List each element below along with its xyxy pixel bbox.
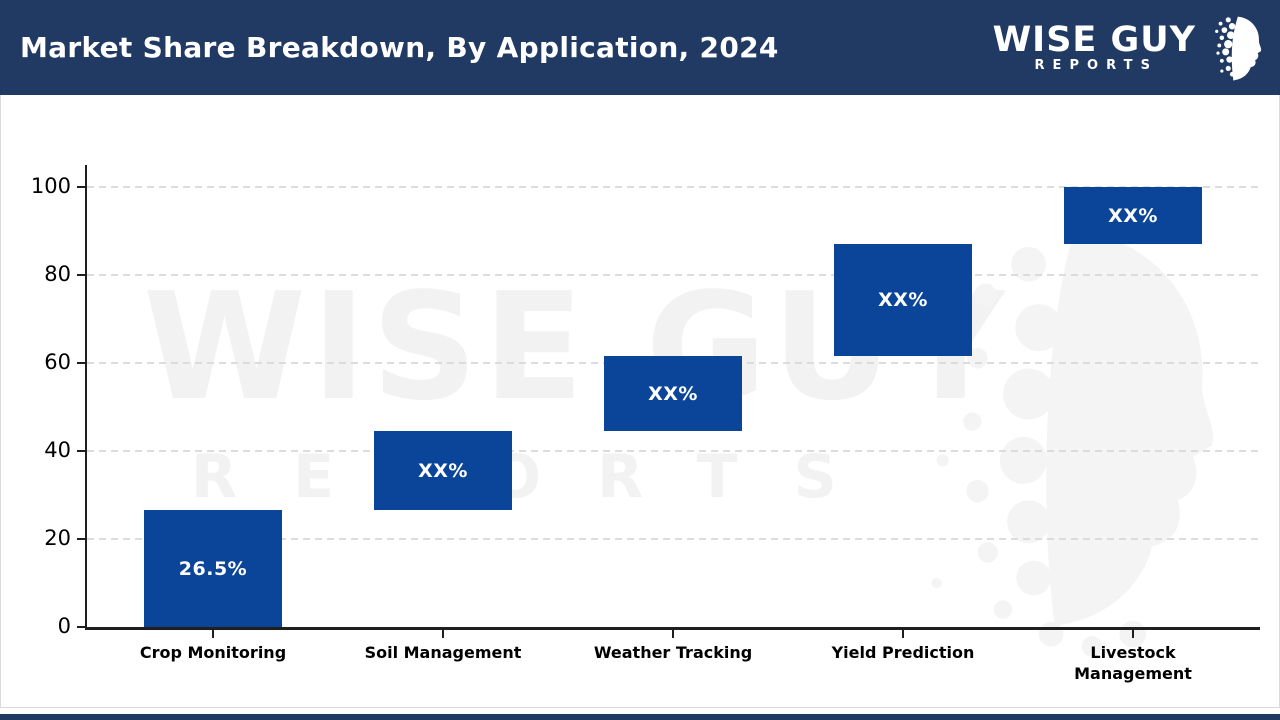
- bar-value-label: XX%: [648, 382, 698, 405]
- x-category-label: Soil Management: [364, 643, 522, 662]
- logo-text: WISE GUY REPORTS: [992, 19, 1196, 74]
- bar-weather-tracking: XX%: [604, 356, 742, 432]
- gridline: [87, 450, 1260, 452]
- x-tick-mark: [902, 630, 904, 638]
- y-tick-mark: [77, 626, 85, 628]
- bar-value-label: XX%: [1108, 204, 1158, 227]
- gridline: [87, 186, 1260, 188]
- x-category-label: Crop Monitoring: [139, 643, 287, 662]
- gridline: [87, 538, 1260, 540]
- watermark-head-graphic: [930, 230, 1214, 657]
- wise-guy-logo: WISE GUY REPORTS: [993, 8, 1280, 88]
- y-tick-label: 60: [44, 350, 71, 374]
- bar-value-label: XX%: [418, 459, 468, 482]
- x-tick-mark: [442, 630, 444, 638]
- y-tick-label: 40: [44, 438, 71, 462]
- x-category-label: Weather Tracking: [593, 643, 753, 662]
- y-tick-label: 0: [57, 614, 71, 638]
- y-tick-mark: [77, 362, 85, 364]
- chart-area: WISE GUY REPORTS 0 20 40 60 80 100 26.5% XX% XX%…: [0, 95, 1280, 708]
- y-tick-label: 80: [44, 262, 71, 286]
- y-tick-label: 20: [44, 526, 71, 550]
- gridline: [87, 274, 1260, 276]
- logo-head-icon: [1215, 16, 1262, 81]
- plot-area: 0 20 40 60 80 100 26.5% XX% XX% XX% XX% Crop Monito…: [31, 165, 1260, 683]
- bar-yield-prediction: XX%: [834, 244, 972, 357]
- bar-livestock-management: XX%: [1064, 187, 1202, 245]
- bar-crop-monitoring: 26.5%: [144, 510, 282, 627]
- y-tick-mark: [77, 186, 85, 188]
- footer-bar: [0, 714, 1280, 720]
- y-tick-mark: [77, 450, 85, 452]
- chart-title: Market Share Breakdown, By Application, …: [20, 31, 779, 64]
- y-tick-label: 100: [30, 174, 71, 198]
- watermark-reports: REPORTS: [191, 442, 893, 512]
- logo-wiseguy-text: WISE GUY: [992, 19, 1196, 60]
- logo-reports-text: REPORTS: [1034, 58, 1158, 74]
- header: Market Share Breakdown, By Application, …: [0, 0, 1280, 95]
- bar-soil-management: XX%: [374, 431, 512, 511]
- x-tick-mark: [1132, 630, 1134, 638]
- bar-value-label: XX%: [878, 289, 928, 312]
- y-tick-mark: [77, 538, 85, 540]
- x-tick-mark: [672, 630, 674, 638]
- x-tick-mark: [212, 630, 214, 638]
- x-category-label: Livestock Management: [1074, 643, 1192, 683]
- bar-value-label: 26.5%: [178, 557, 248, 580]
- y-tick-mark: [77, 274, 85, 276]
- x-category-label: Yield Prediction: [831, 643, 975, 662]
